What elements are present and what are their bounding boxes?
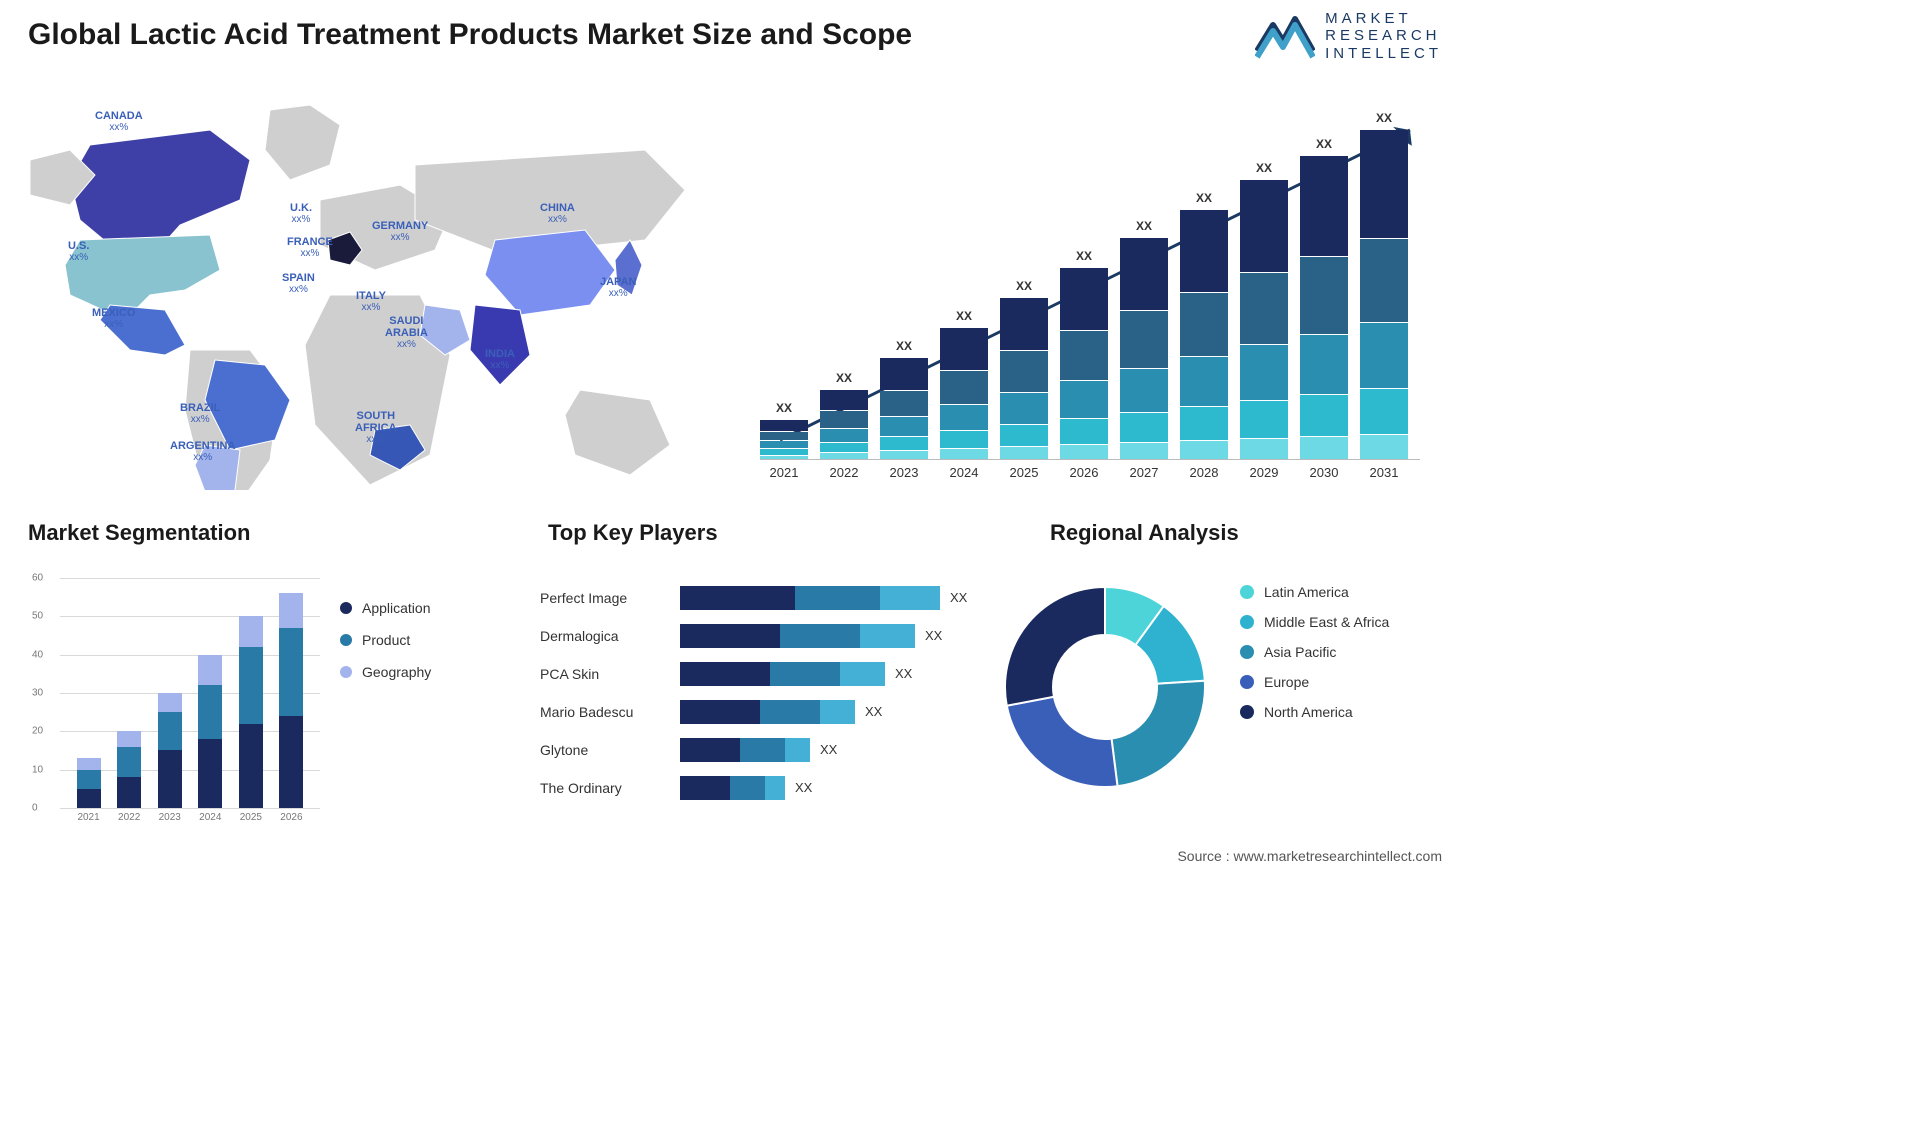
world-map-panel: CANADAxx% U.S.xx% MEXICOxx% BRAZILxx% ARGENT… (20, 90, 720, 490)
seg-bar-2022: 2022 (117, 731, 141, 808)
region-legend-europe: Europe (1240, 674, 1389, 690)
map-label-brazil: BRAZILxx% (180, 402, 220, 425)
players-title: Top Key Players (548, 520, 718, 546)
regional-donut (1000, 582, 1210, 792)
regional-legend: Latin America Middle East & Africa Asia Pa… (1240, 584, 1389, 734)
seg-legend-geography: Geography (340, 664, 431, 680)
regional-title: Regional Analysis (1050, 520, 1239, 546)
growth-bar-2031: XX2031 (1360, 129, 1408, 459)
logo-line3: INTELLECT (1325, 45, 1442, 62)
seg-bar-2024: 2024 (198, 655, 222, 808)
map-label-spain: SPAINxx% (282, 272, 315, 295)
growth-bar-2025: XX2025 (1000, 297, 1048, 459)
segmentation-title: Market Segmentation (28, 520, 251, 546)
map-label-u-k-: U.K.xx% (290, 202, 312, 225)
map-label-germany: GERMANYxx% (372, 220, 428, 243)
map-label-italy: ITALYxx% (356, 290, 386, 313)
players-panel: Perfect ImageXXDermalogicaXXPCA SkinXXMa… (540, 560, 980, 840)
region-legend-middle-east-africa: Middle East & Africa (1240, 614, 1389, 630)
brand-logo: MARKET RESEARCH INTELLECT (1255, 10, 1442, 62)
region-legend-asia-pacific: Asia Pacific (1240, 644, 1389, 660)
player-row-the-ordinary: The OrdinaryXX (540, 770, 980, 805)
growth-bar-2026: XX2026 (1060, 267, 1108, 459)
page-title: Global Lactic Acid Treatment Products Ma… (28, 18, 912, 52)
map-label-canada: CANADAxx% (95, 110, 143, 133)
player-row-dermalogica: DermalogicaXX (540, 618, 980, 653)
logo-icon (1255, 11, 1315, 61)
player-row-mario-badescu: Mario BadescuXX (540, 694, 980, 729)
segmentation-panel: 0102030405060 202120222023202420252026 A… (20, 560, 500, 840)
map-label-saudi-arabia: SAUDIARABIAxx% (385, 315, 428, 350)
growth-bar-2030: XX2030 (1300, 155, 1348, 459)
seg-bar-2021: 2021 (77, 758, 101, 808)
player-row-pca-skin: PCA SkinXX (540, 656, 980, 691)
growth-bar-2023: XX2023 (880, 357, 928, 459)
map-label-india: INDIAxx% (485, 348, 515, 371)
seg-bar-2026: 2026 (279, 593, 303, 808)
seg-bar-2025: 2025 (239, 616, 263, 808)
growth-bar-2024: XX2024 (940, 327, 988, 459)
growth-bar-2029: XX2029 (1240, 179, 1288, 459)
growth-bar-chart: XX2021XX2022XX2023XX2024XX2025XX2026XX20… (760, 120, 1420, 460)
player-row-glytone: GlytoneXX (540, 732, 980, 767)
map-label-south-africa: SOUTHAFRICAxx% (355, 410, 397, 445)
map-label-france: FRANCExx% (287, 236, 333, 259)
map-label-china: CHINAxx% (540, 202, 575, 225)
map-label-japan: JAPANxx% (600, 276, 636, 299)
seg-bar-2023: 2023 (158, 693, 182, 808)
map-label-mexico: MEXICOxx% (92, 307, 135, 330)
region-legend-latin-america: Latin America (1240, 584, 1389, 600)
regional-panel: Latin America Middle East & Africa Asia Pa… (1000, 560, 1440, 840)
map-label-u-s-: U.S.xx% (68, 240, 89, 263)
growth-bar-2021: XX2021 (760, 419, 808, 459)
growth-bar-2028: XX2028 (1180, 209, 1228, 459)
source-text: Source : www.marketresearchintellect.com (1177, 848, 1442, 864)
segmentation-legend: Application Product Geography (340, 600, 431, 696)
growth-bar-panel: XX2021XX2022XX2023XX2024XX2025XX2026XX20… (740, 100, 1440, 490)
logo-line1: MARKET (1325, 10, 1442, 27)
growth-bar-2022: XX2022 (820, 389, 868, 459)
logo-line2: RESEARCH (1325, 27, 1442, 44)
seg-legend-product: Product (340, 632, 431, 648)
growth-bar-2027: XX2027 (1120, 237, 1168, 459)
player-row-perfect-image: Perfect ImageXX (540, 580, 980, 615)
segmentation-chart: 0102030405060 202120222023202420252026 (60, 578, 320, 808)
seg-legend-application: Application (340, 600, 431, 616)
region-legend-north-america: North America (1240, 704, 1389, 720)
map-label-argentina: ARGENTINAxx% (170, 440, 235, 463)
